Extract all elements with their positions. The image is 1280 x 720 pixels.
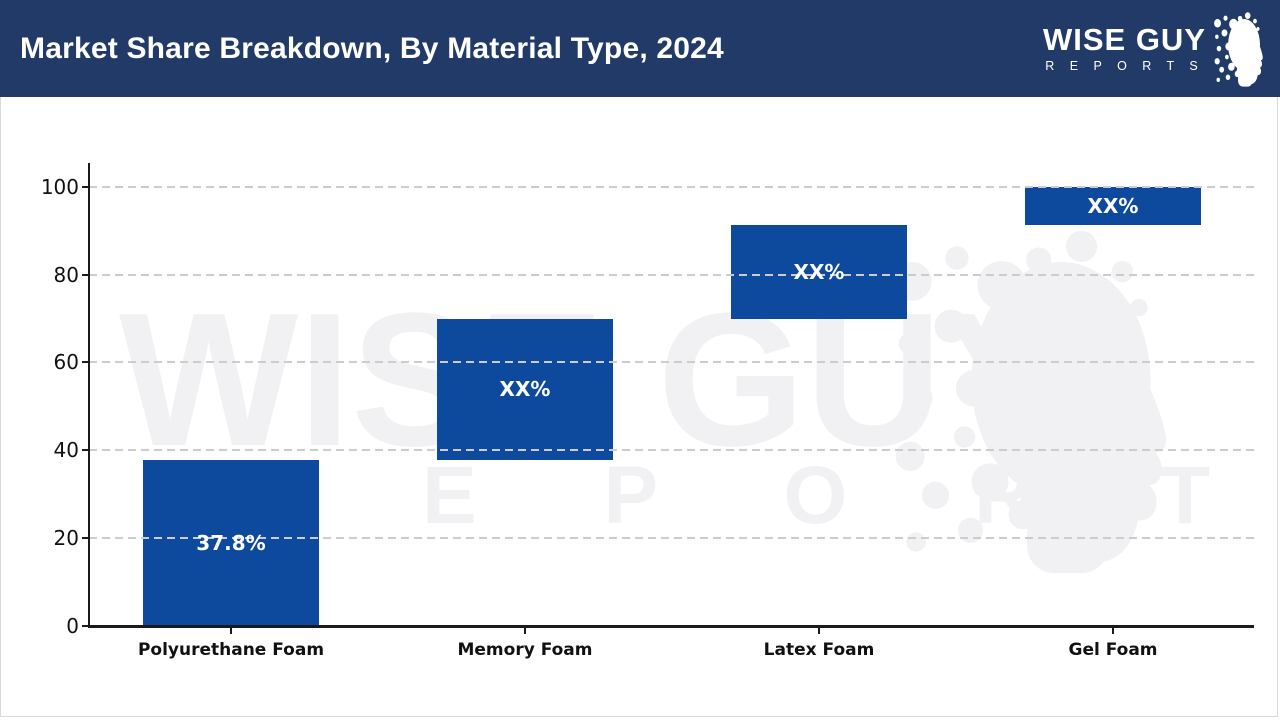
plot-area: 0 20 40 60 80 100 37.8% Polyurethane Foam XX% Mem… [1, 97, 1277, 716]
x-category-label: Gel Foam [1068, 640, 1158, 660]
y-tick-40 [82, 449, 90, 452]
bar-value-label: XX% [499, 377, 551, 402]
gridline-20 [89, 537, 1254, 540]
x-tick-0 [230, 627, 232, 634]
x-category-label: Polyurethane Foam [137, 640, 325, 660]
brand-logo-text: WISE GUY R E P O R T S [1043, 24, 1206, 73]
gridline-60 [89, 361, 1254, 364]
y-tick-80 [82, 273, 90, 276]
x-category-label: Memory Foam [457, 640, 593, 660]
y-axis-line [88, 163, 90, 628]
bar-memory-foam [437, 318, 613, 460]
page-title: Market Share Breakdown, By Material Type… [20, 31, 724, 65]
bar-latex-foam [731, 224, 907, 319]
chart-canvas: WISE GUY R E P O R T S 02040608010037.8%… [0, 97, 1278, 717]
y-tick-60 [82, 361, 90, 364]
x-axis-line [88, 625, 1254, 628]
brand-head-icon [1214, 11, 1263, 87]
y-tick-label-40: 40 [53, 438, 79, 463]
y-tick-label-80: 80 [53, 262, 79, 287]
y-tick-label-100: 100 [40, 174, 79, 199]
y-tick-20 [82, 537, 90, 540]
bar-polyurethane-foam [143, 459, 319, 626]
y-tick-0 [82, 625, 90, 627]
y-tick-100 [82, 185, 90, 188]
gridline-40 [89, 449, 1254, 452]
watermark-head-icon [892, 230, 1167, 574]
y-tick-label-20: 20 [53, 526, 79, 551]
x-tick-1 [524, 627, 526, 634]
brand-name: WISE GUY [1042, 22, 1206, 58]
bar-gel-foam [1025, 186, 1201, 225]
brand-subtitle: R E P O R T S [1045, 58, 1204, 73]
y-tick-label-0: 0 [66, 614, 79, 638]
header: Market Share Breakdown, By Material Type… [0, 0, 1280, 97]
bar-value-label: XX% [793, 259, 845, 284]
bar-value-label: 37.8% [196, 530, 266, 555]
gridline-100 [89, 185, 1254, 188]
y-tick-label-60: 60 [53, 350, 79, 375]
x-category-label: Latex Foam [763, 640, 875, 660]
x-tick-3 [1112, 627, 1114, 634]
gridline-80 [89, 273, 1254, 276]
x-tick-2 [818, 627, 820, 634]
bar-value-label: XX% [1087, 193, 1139, 218]
brand-logo: WISE GUY R E P O R T S [1043, 11, 1264, 87]
